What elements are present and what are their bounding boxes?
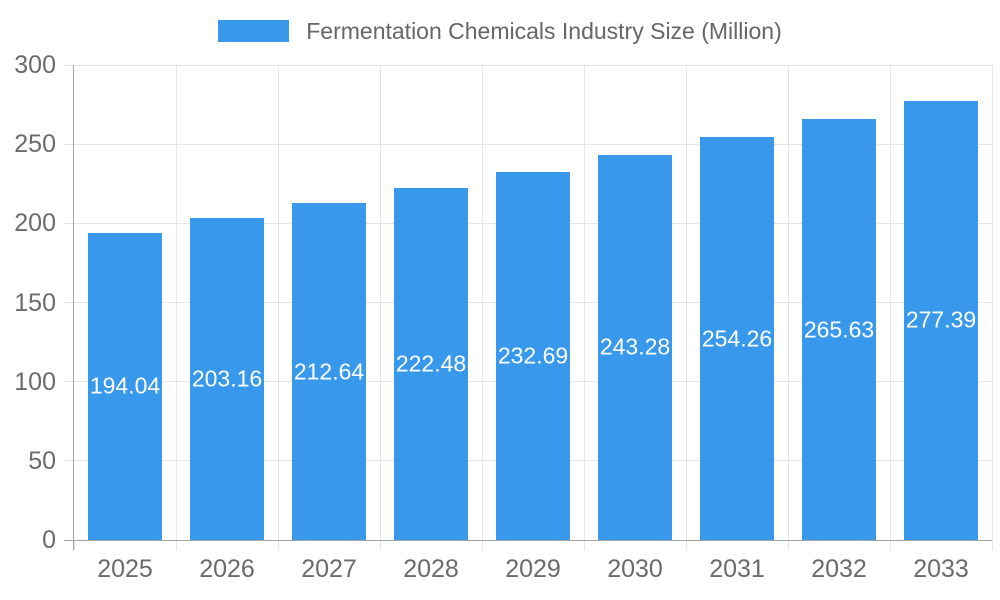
y-tick-label: 200 <box>14 209 56 238</box>
x-gridline <box>991 65 993 540</box>
x-axis-line <box>64 540 992 541</box>
y-tick-label: 300 <box>14 51 56 79</box>
y-tick <box>64 460 74 462</box>
x-gridline <box>481 65 483 540</box>
y-gridline <box>74 64 992 66</box>
y-tick-label: 150 <box>14 288 56 317</box>
bar-2031[interactable] <box>700 137 774 540</box>
x-tick-label: 2032 <box>811 555 867 583</box>
legend-swatch <box>218 20 290 42</box>
x-tick <box>583 540 585 550</box>
x-gridline <box>583 65 585 540</box>
x-tick <box>787 540 789 550</box>
legend-label: Fermentation Chemicals Industry Size (Mi… <box>306 17 782 44</box>
x-tick-label: 2031 <box>709 555 765 583</box>
x-gridline <box>277 65 279 540</box>
y-tick-label: 50 <box>28 446 56 475</box>
x-tick-label: 2025 <box>97 555 153 583</box>
x-tick-label: 2028 <box>403 555 459 583</box>
bar-value-label: 277.39 <box>905 306 977 333</box>
x-tick <box>73 540 75 550</box>
x-tick-label: 2026 <box>199 555 255 583</box>
x-gridline <box>379 65 381 540</box>
bar-2029[interactable] <box>496 171 570 540</box>
x-gridline <box>889 65 891 540</box>
x-tick <box>175 540 177 550</box>
bar-2028[interactable] <box>394 187 468 540</box>
y-tick <box>64 64 74 66</box>
x-gridline <box>787 65 789 540</box>
x-tick-label: 2033 <box>913 555 969 583</box>
chart-legend[interactable]: Fermentation Chemicals Industry Size (Mi… <box>0 14 1000 48</box>
bar-2030[interactable] <box>598 154 672 540</box>
x-tick <box>481 540 483 550</box>
x-gridline <box>175 65 177 540</box>
bar-value-label: 212.64 <box>293 358 365 385</box>
x-tick <box>685 540 687 550</box>
x-tick <box>889 540 891 550</box>
x-tick-label: 2030 <box>607 555 663 583</box>
bar-value-label: 203.16 <box>191 365 263 392</box>
bar-value-label: 222.48 <box>395 350 467 377</box>
x-tick <box>277 540 279 550</box>
bar-value-label: 265.63 <box>803 316 875 343</box>
bar-value-label: 232.69 <box>497 342 569 369</box>
x-gridline <box>685 65 687 540</box>
y-tick-label: 250 <box>14 130 56 159</box>
y-tick <box>64 381 74 383</box>
y-tick <box>64 302 74 303</box>
y-tick <box>64 143 74 145</box>
x-tick <box>991 540 993 550</box>
y-axis-line <box>73 65 74 550</box>
y-gridline <box>74 143 992 145</box>
bar-2027[interactable] <box>292 203 366 540</box>
bar-2033[interactable] <box>904 100 978 540</box>
bar-value-label: 243.28 <box>599 333 671 360</box>
y-tick-label: 0 <box>42 526 56 554</box>
y-tick <box>64 222 74 224</box>
x-tick-label: 2027 <box>301 555 357 583</box>
bar-2032[interactable] <box>802 119 876 540</box>
bar-value-label: 194.04 <box>89 372 161 399</box>
bar-2026[interactable] <box>190 218 264 540</box>
y-tick-label: 100 <box>14 367 56 396</box>
bar-2025[interactable] <box>88 232 162 540</box>
bar-value-label: 254.26 <box>701 325 773 352</box>
x-tick-label: 2029 <box>505 555 561 583</box>
x-tick <box>379 540 381 550</box>
